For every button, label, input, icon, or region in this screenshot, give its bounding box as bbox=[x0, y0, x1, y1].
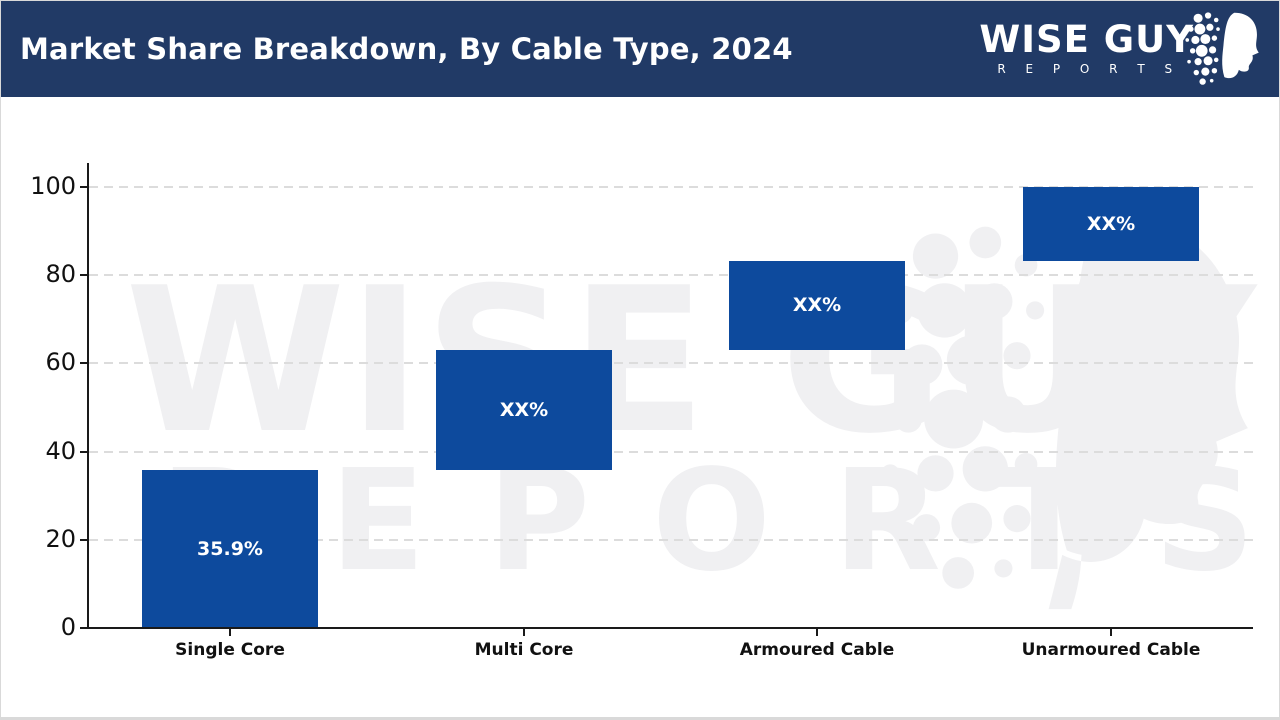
gridline-y-40 bbox=[89, 450, 1253, 453]
x-category-label: Armoured Cable bbox=[739, 640, 895, 660]
gridline-y-80 bbox=[89, 274, 1253, 277]
y-tick-mark bbox=[80, 627, 88, 629]
gridline-y-100 bbox=[89, 186, 1253, 188]
gridline-y-20 bbox=[89, 538, 1253, 541]
y-tick-label: 100 bbox=[30, 172, 76, 200]
gridline-y-60 bbox=[89, 362, 1253, 365]
x-category-label: Single Core bbox=[175, 640, 285, 660]
bar-armoured-cable: XX% bbox=[729, 260, 905, 350]
y-tick-label: 60 bbox=[45, 348, 76, 377]
wiseguy-logo: WISE GUY R E P O R T S bbox=[979, 9, 1266, 89]
x-tick-mark bbox=[816, 629, 818, 636]
y-tick-label: 0 bbox=[60, 613, 76, 641]
logo-head-icon bbox=[1185, 11, 1259, 85]
y-tick-label: 40 bbox=[45, 436, 76, 465]
bar-multi-core: XX% bbox=[436, 349, 612, 470]
bar-single-core: 35.9% bbox=[142, 469, 318, 628]
header: Market Share Breakdown, By Cable Type, 2… bbox=[0, 0, 1280, 97]
bar-value-label: XX% bbox=[792, 294, 842, 317]
y-axis-line bbox=[87, 163, 89, 629]
y-tick-label: 20 bbox=[45, 524, 76, 553]
bar-value-label: 35.9% bbox=[197, 537, 263, 560]
x-tick-mark bbox=[229, 629, 231, 636]
x-tick-mark bbox=[1110, 629, 1112, 636]
logo-text: WISE GUY R E P O R T S bbox=[979, 21, 1194, 76]
bar-value-label: XX% bbox=[1086, 212, 1136, 235]
page-title: Market Share Breakdown, By Cable Type, 2… bbox=[20, 31, 793, 66]
y-tick-label: 80 bbox=[45, 260, 76, 289]
logo-reports-label: R E P O R T S bbox=[997, 62, 1181, 76]
x-category-label: Unarmoured Cable bbox=[1021, 640, 1201, 660]
y-tick-mark bbox=[80, 450, 88, 453]
x-axis-line bbox=[87, 627, 1253, 629]
y-tick-mark bbox=[80, 538, 88, 541]
x-tick-mark bbox=[523, 629, 525, 636]
x-category-label: Multi Core bbox=[474, 640, 574, 660]
bar-unarmoured-cable: XX% bbox=[1023, 187, 1199, 261]
y-tick-mark bbox=[80, 274, 88, 277]
bar-value-label: XX% bbox=[499, 398, 549, 421]
logo-wiseguy-label: WISE GUY bbox=[979, 18, 1194, 61]
y-tick-mark bbox=[80, 186, 88, 188]
y-tick-mark bbox=[80, 362, 88, 365]
watermark-head-dots-icon bbox=[872, 218, 1248, 610]
